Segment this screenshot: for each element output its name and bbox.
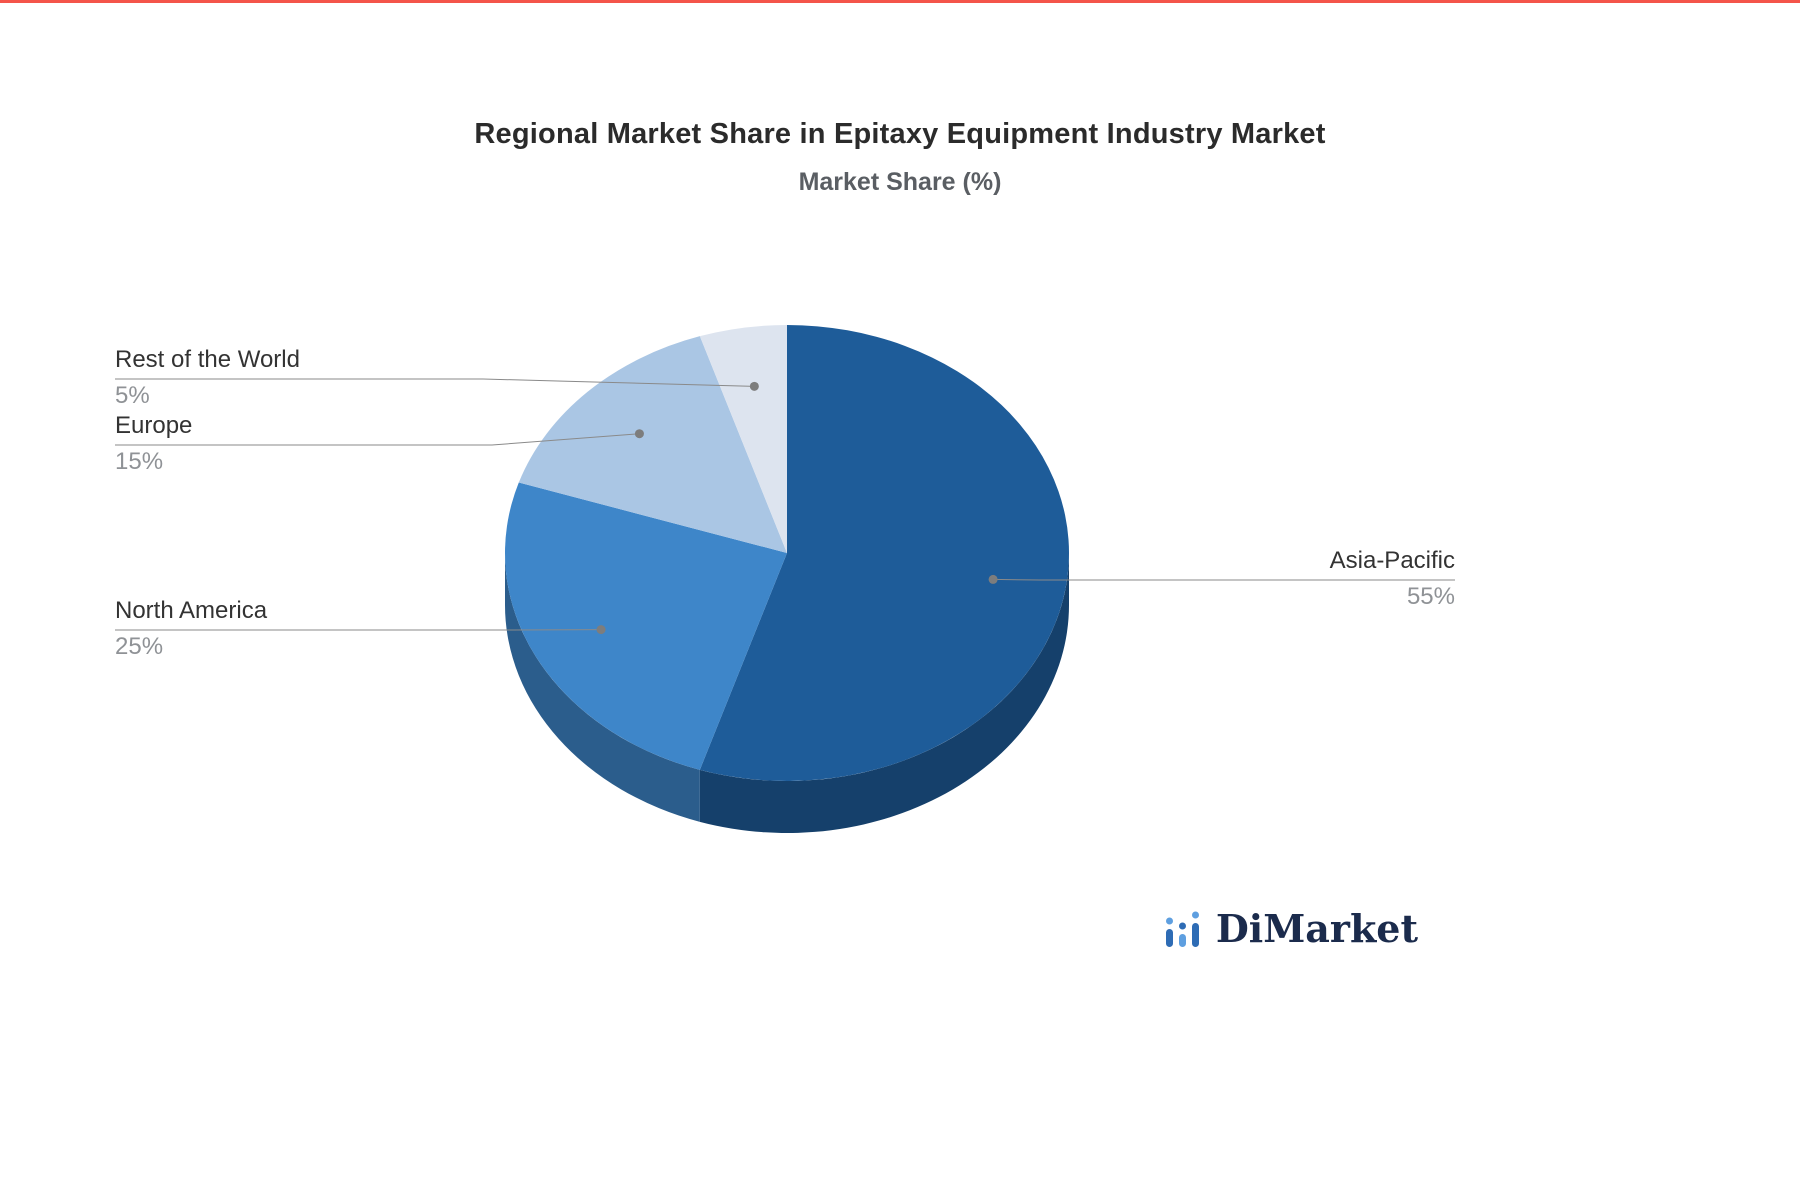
connector-dot — [634, 429, 644, 439]
connector-dot — [988, 574, 998, 584]
slice-name: North America — [115, 597, 268, 624]
connector-dot — [596, 625, 606, 635]
connector-dot — [749, 381, 759, 391]
slice-label: Rest of the World 5% — [115, 346, 300, 410]
slice-label: Asia-Pacific 55% — [1330, 547, 1455, 611]
slice-percent: 55% — [1406, 583, 1455, 610]
slice-label: Europe 15% — [115, 412, 192, 476]
slice-name: Rest of the World — [115, 346, 300, 373]
slice-percent: 25% — [115, 633, 164, 660]
label-connector — [115, 433, 640, 446]
brand: DiMarket — [1162, 906, 1418, 951]
chart-title: Regional Market Share in Epitaxy Equipme… — [474, 118, 1326, 150]
chart-subtitle: Market Share (%) — [798, 168, 1002, 196]
slice-name: Europe — [115, 412, 193, 439]
label-connector — [115, 378, 755, 387]
pie-slice[interactable] — [504, 482, 787, 770]
pie-slice[interactable] — [699, 325, 787, 553]
slice-name: Asia-Pacific — [1329, 547, 1455, 574]
pie-slice[interactable] — [699, 325, 1069, 781]
label-connector — [993, 578, 1455, 581]
top-accent-bar — [0, 0, 1800, 3]
slice-label: North America 25% — [115, 597, 267, 661]
bar-chart-icon — [1165, 911, 1199, 947]
brand-name: DiMarket — [1215, 906, 1418, 951]
pie-slice-side — [699, 553, 1069, 833]
slice-percent: 15% — [115, 448, 164, 475]
slice-percent: 5% — [115, 382, 150, 409]
pie-slice-side — [505, 553, 700, 822]
pie-slice[interactable] — [518, 336, 787, 553]
